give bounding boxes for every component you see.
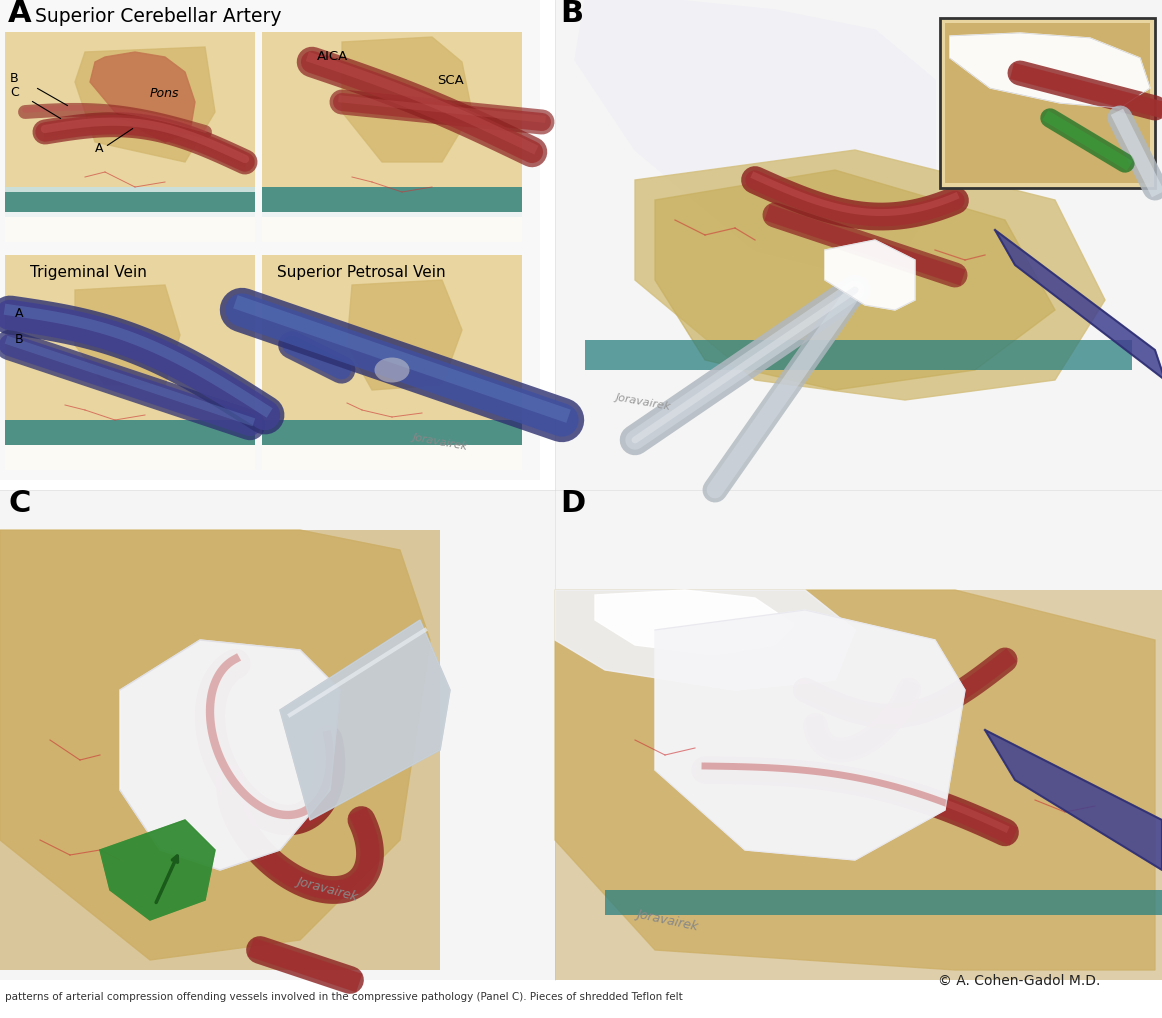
Text: Trigeminal Vein: Trigeminal Vein xyxy=(30,265,146,280)
Text: A: A xyxy=(15,307,23,320)
Bar xyxy=(5,32,254,242)
Text: AICA: AICA xyxy=(317,50,349,63)
Text: D: D xyxy=(560,489,586,518)
Bar xyxy=(5,187,254,217)
Text: © A. Cohen-Gadol M.D.: © A. Cohen-Gadol M.D. xyxy=(938,974,1100,988)
Polygon shape xyxy=(280,620,450,821)
Text: Superior Cerebellar Artery: Superior Cerebellar Artery xyxy=(35,7,281,26)
Text: B: B xyxy=(15,333,23,346)
Bar xyxy=(261,445,522,470)
Ellipse shape xyxy=(374,357,409,383)
Polygon shape xyxy=(89,52,195,142)
Bar xyxy=(584,340,1132,370)
Polygon shape xyxy=(347,280,462,390)
Bar xyxy=(555,490,1162,980)
Text: patterns of arterial compression offending vessels involved in the compressive p: patterns of arterial compression offendi… xyxy=(5,992,683,1002)
Polygon shape xyxy=(100,821,215,920)
Text: Joravairek: Joravairek xyxy=(413,433,469,452)
Bar xyxy=(940,18,1155,188)
Bar xyxy=(261,32,522,242)
Text: Superior Petrosal Vein: Superior Petrosal Vein xyxy=(277,265,445,280)
Polygon shape xyxy=(0,530,430,960)
Bar xyxy=(261,212,522,242)
Text: A: A xyxy=(95,142,103,155)
Bar xyxy=(261,420,522,445)
Polygon shape xyxy=(100,821,215,920)
Text: Joravairek: Joravairek xyxy=(295,874,359,903)
Polygon shape xyxy=(595,590,795,655)
Polygon shape xyxy=(342,37,472,162)
Bar xyxy=(261,187,522,217)
Bar xyxy=(0,530,440,970)
Bar xyxy=(5,420,254,445)
Polygon shape xyxy=(825,240,914,310)
Text: Joravairek: Joravairek xyxy=(634,907,700,934)
Polygon shape xyxy=(655,610,964,860)
Text: B: B xyxy=(10,72,19,84)
Bar xyxy=(605,890,1162,915)
Text: C: C xyxy=(10,86,19,99)
Polygon shape xyxy=(280,620,450,821)
Bar xyxy=(5,254,254,470)
Bar xyxy=(5,187,254,192)
Bar xyxy=(5,445,254,470)
Text: C: C xyxy=(8,489,30,518)
Polygon shape xyxy=(634,150,1105,400)
Polygon shape xyxy=(76,285,180,385)
Bar xyxy=(5,212,254,242)
Text: Pons: Pons xyxy=(150,87,179,100)
Bar xyxy=(261,254,522,470)
Bar xyxy=(555,590,1162,980)
Text: SCA: SCA xyxy=(437,74,464,87)
Polygon shape xyxy=(951,33,1150,108)
Text: B: B xyxy=(560,0,583,29)
Bar xyxy=(0,0,540,480)
Bar xyxy=(0,490,555,980)
Polygon shape xyxy=(555,590,1155,970)
Bar xyxy=(555,0,1162,490)
Polygon shape xyxy=(120,640,340,870)
Polygon shape xyxy=(985,730,1162,870)
Polygon shape xyxy=(995,230,1162,380)
Bar xyxy=(945,23,1150,183)
Polygon shape xyxy=(655,170,1055,390)
Text: Joravairek: Joravairek xyxy=(615,392,672,412)
Polygon shape xyxy=(555,590,855,690)
Polygon shape xyxy=(575,0,935,270)
Polygon shape xyxy=(76,47,215,162)
Text: A: A xyxy=(8,0,31,29)
